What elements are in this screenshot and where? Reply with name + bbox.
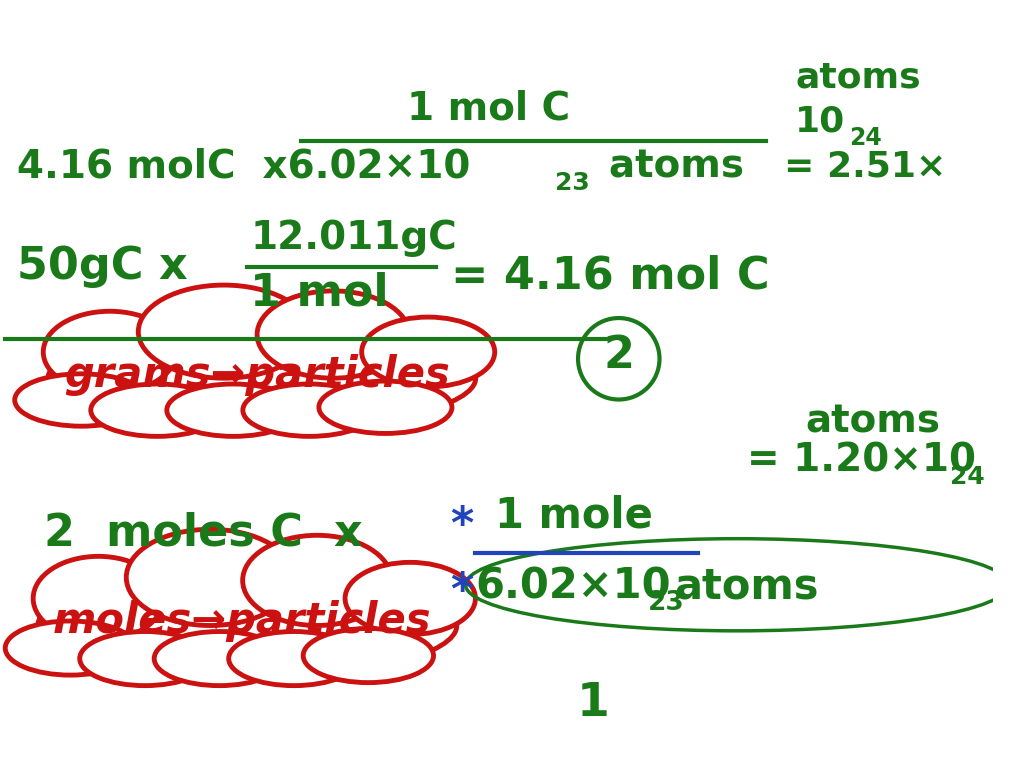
Ellipse shape bbox=[318, 381, 452, 433]
Text: 12.011gC: 12.011gC bbox=[250, 219, 457, 257]
Ellipse shape bbox=[138, 285, 309, 378]
Ellipse shape bbox=[80, 631, 210, 686]
Ellipse shape bbox=[361, 317, 495, 387]
Ellipse shape bbox=[48, 327, 476, 429]
Text: 23: 23 bbox=[555, 171, 590, 195]
Text: 4.16 molC  x6.02×10: 4.16 molC x6.02×10 bbox=[17, 147, 471, 186]
Text: atoms: atoms bbox=[582, 147, 743, 186]
Text: = 2.51×: = 2.51× bbox=[783, 150, 946, 184]
Text: = 1.20×10: = 1.20×10 bbox=[746, 442, 976, 480]
Text: 2: 2 bbox=[603, 334, 634, 377]
Text: 1 mole: 1 mole bbox=[495, 495, 652, 537]
Text: grams→particles: grams→particles bbox=[65, 354, 450, 396]
Ellipse shape bbox=[167, 384, 300, 436]
Ellipse shape bbox=[5, 621, 135, 675]
Text: 6.02×10: 6.02×10 bbox=[475, 566, 671, 607]
Ellipse shape bbox=[257, 291, 410, 378]
Text: atoms: atoms bbox=[674, 566, 818, 607]
Text: *: * bbox=[450, 504, 473, 547]
Text: 23: 23 bbox=[648, 590, 685, 616]
Text: 50gC x: 50gC x bbox=[17, 245, 188, 288]
Ellipse shape bbox=[14, 374, 147, 426]
Ellipse shape bbox=[155, 631, 285, 686]
Ellipse shape bbox=[243, 384, 376, 436]
Text: atoms: atoms bbox=[796, 61, 921, 94]
Text: 24: 24 bbox=[849, 126, 882, 150]
Ellipse shape bbox=[345, 562, 475, 634]
Text: 2  moles C  x: 2 moles C x bbox=[44, 511, 362, 554]
Text: 1 mol: 1 mol bbox=[250, 271, 389, 314]
Ellipse shape bbox=[126, 529, 294, 625]
Ellipse shape bbox=[243, 535, 391, 625]
Text: 1 mol C: 1 mol C bbox=[408, 90, 570, 127]
Text: moles→particles: moles→particles bbox=[53, 600, 432, 641]
Ellipse shape bbox=[228, 631, 359, 686]
Ellipse shape bbox=[91, 384, 224, 436]
Ellipse shape bbox=[38, 573, 457, 678]
Text: 24: 24 bbox=[950, 465, 985, 489]
Ellipse shape bbox=[303, 628, 433, 683]
Ellipse shape bbox=[33, 556, 164, 641]
Text: 10: 10 bbox=[796, 104, 846, 138]
Text: = 4.16 mol C: = 4.16 mol C bbox=[451, 255, 770, 298]
Ellipse shape bbox=[43, 311, 176, 392]
Text: *: * bbox=[450, 570, 473, 613]
Text: 1: 1 bbox=[578, 680, 610, 726]
Text: atoms: atoms bbox=[805, 403, 940, 441]
